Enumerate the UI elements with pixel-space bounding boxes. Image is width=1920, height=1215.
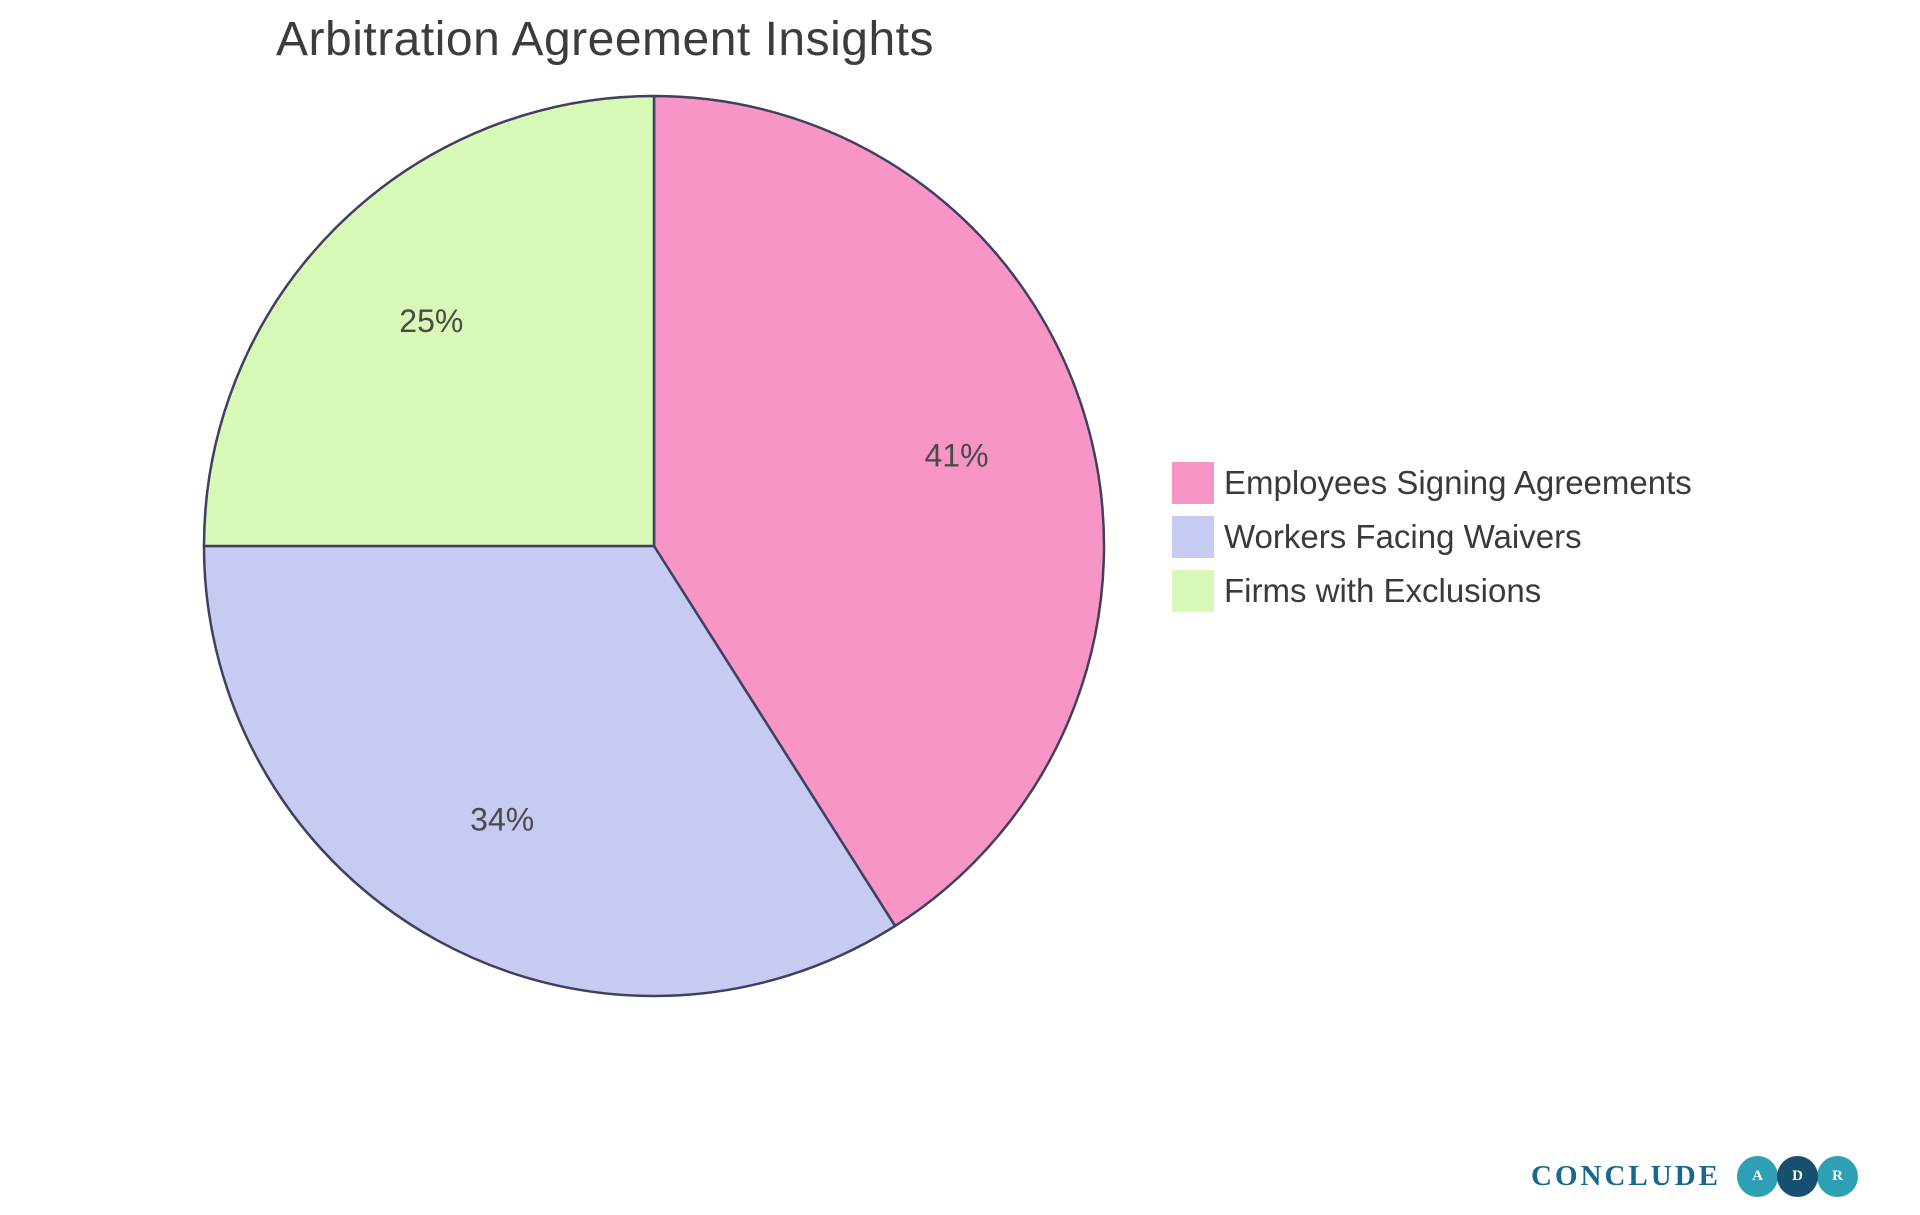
pie-slice-2	[202, 544, 897, 998]
slice-percentage-label: 34%	[470, 801, 534, 837]
branding-footer: CONCLUDE A D R	[1531, 1154, 1858, 1198]
pie-chart-svg: 41% 34% 25%	[202, 94, 1106, 998]
slice-percentage-label: 41%	[924, 438, 988, 474]
chart-title: Arbitration Agreement Insights	[276, 13, 935, 66]
brand-wordmark: CONCLUDE	[1531, 1159, 1721, 1192]
legend-item-3: Firms with Exclusions	[1172, 570, 1692, 612]
pie-slice-3	[202, 94, 656, 548]
slice-percentage-label: 25%	[399, 303, 463, 339]
badge-circle-r: R	[1817, 1155, 1858, 1197]
legend-item-1: Employees Signing Agreements	[1172, 462, 1692, 504]
badge-circle-d: D	[1777, 1155, 1818, 1197]
adr-badge-group: A D R	[1737, 1155, 1858, 1197]
legend-label: Firms with Exclusions	[1224, 572, 1542, 609]
legend-label: Workers Facing Waivers	[1224, 518, 1582, 555]
legend-swatch	[1172, 516, 1214, 558]
badge-circle-a: A	[1737, 1155, 1778, 1197]
legend: Employees Signing Agreements Workers Faci…	[1172, 462, 1692, 612]
legend-label: Employees Signing Agreements	[1224, 464, 1692, 501]
legend-item-2: Workers Facing Waivers	[1172, 516, 1692, 558]
pie-slice-1	[652, 94, 1106, 928]
legend-swatch	[1172, 570, 1214, 612]
legend-swatch	[1172, 462, 1214, 504]
